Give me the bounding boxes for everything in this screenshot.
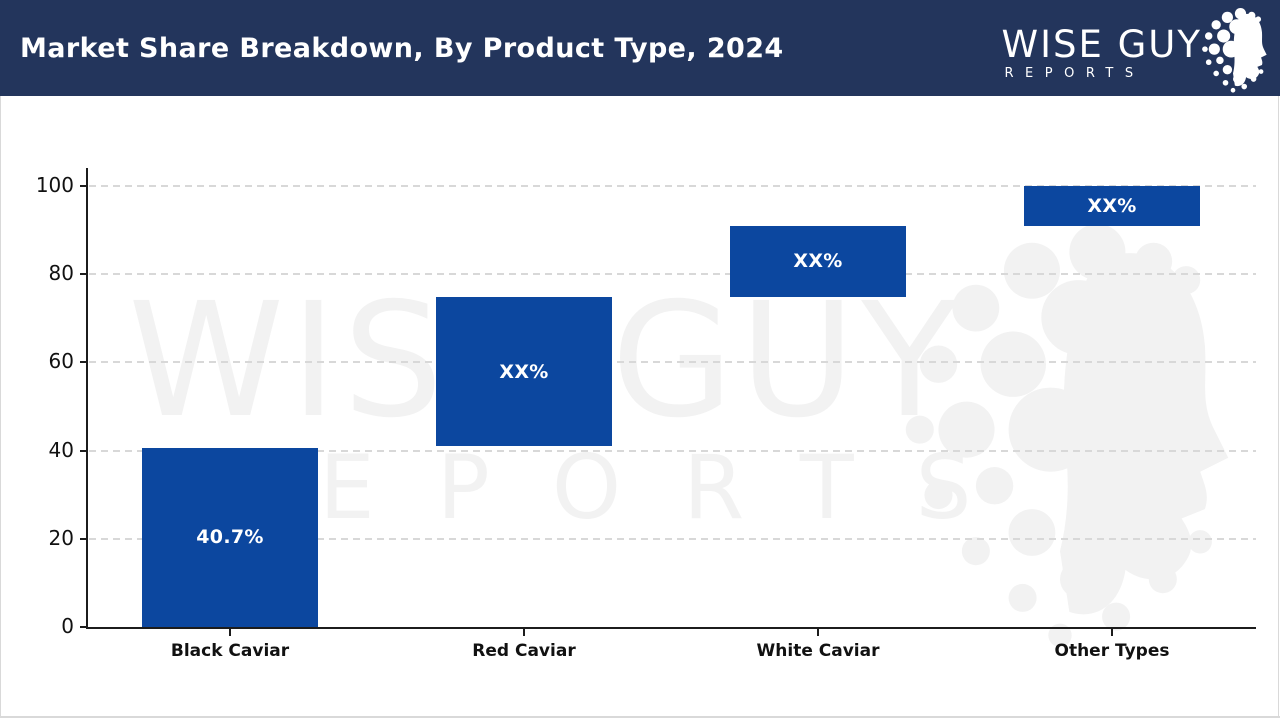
y-gridline [89,361,1256,364]
y-tick-label: 20 [48,525,74,550]
y-tickmark [80,273,88,276]
category-label: Black Caviar [170,641,290,661]
y-gridline [89,449,1256,452]
category-label: White Caviar [756,641,880,661]
frame-right-line [1278,96,1279,718]
bar-segment: XX% [1024,186,1200,226]
y-tick-label: 0 [61,614,74,638]
brand-name: WISE GUY [1001,23,1202,66]
x-tickmark [229,629,231,636]
y-tickmark [80,361,88,364]
y-tick-label: 100 [35,173,74,197]
brand-logo: WISE GUY REPORTS [1002,4,1270,94]
category-label: Red Caviar [472,641,576,661]
bar-value-label: 40.7% [196,526,264,549]
y-gridline [89,185,1256,187]
bar-segment: XX% [730,225,906,298]
bar-value-label: XX% [1087,194,1137,217]
bar-segment: 40.7% [142,447,318,627]
y-gridline [89,537,1256,540]
y-tickmark [80,626,88,628]
chart-canvas: WISE GUY REPORTS 0 20 4 [0,96,1280,720]
y-tick-label: 60 [48,349,74,374]
header-bar: Market Share Breakdown, By Product Type,… [0,0,1280,96]
y-gridline [89,273,1256,276]
x-axis-line [86,627,1256,629]
frame-left-line [0,96,1,718]
x-tickmark [1111,629,1113,636]
bar-value-label: XX% [793,250,843,273]
x-tickmark [817,629,819,636]
bar-value-label: XX% [499,360,549,383]
y-tickmark [80,449,88,452]
y-tick-label: 40 [48,437,74,462]
y-axis-line [86,168,88,629]
plot-area: 0 20 40 60 80 100 40.7% Black Caviar XX% Red Cavi… [0,96,1280,720]
y-tickmark [80,537,88,540]
brand-subname: REPORTS [1004,66,1145,81]
frame-bottom-line [0,716,1280,718]
chart-title: Market Share Breakdown, By Product Type,… [20,32,784,64]
head-profile-icon [1202,8,1267,93]
category-label: Other Types [1054,641,1170,661]
y-tick-label: 80 [48,261,74,286]
bar-segment: XX% [436,297,612,447]
y-tickmark [80,185,88,187]
x-tickmark [523,629,525,636]
brand-logo-text: WISE GUY REPORTS [1002,26,1202,81]
